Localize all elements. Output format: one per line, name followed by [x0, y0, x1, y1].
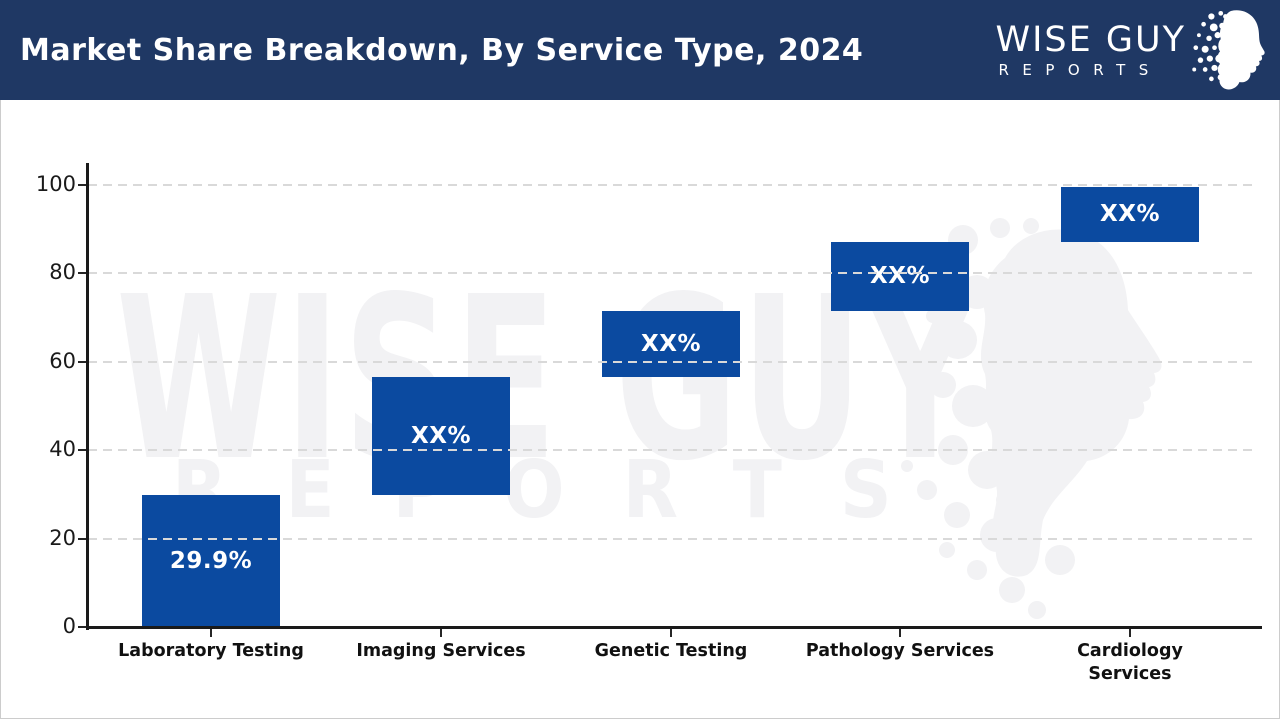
watermark-subtitle: REPORTS	[172, 443, 950, 536]
y-tick	[78, 626, 86, 628]
gridline-100	[88, 184, 1253, 186]
bar-segment-2: XX%	[372, 376, 510, 495]
y-tick-label-60: 60	[49, 348, 76, 373]
category-label-1: Laboratory Testing	[118, 641, 304, 661]
bar-value-label: XX%	[1099, 201, 1160, 228]
bar-segment-4: XX%	[831, 242, 969, 311]
y-tick-label-80: 80	[49, 260, 76, 285]
logo-head-icon	[1192, 10, 1265, 90]
x-tick	[210, 629, 212, 637]
category-label-4: Pathology Services	[805, 641, 995, 661]
y-tick	[78, 537, 86, 540]
y-axis	[86, 163, 89, 630]
header-banner: Market Share Breakdown, By Service Type,…	[0, 0, 1280, 100]
category-label-3: Genetic Testing	[594, 641, 748, 661]
bar-segment-3: XX%	[602, 310, 740, 377]
page-title: Market Share Breakdown, By Service Type,…	[20, 32, 864, 68]
x-tick	[899, 629, 901, 637]
wise-guy-logo: WISE GUY REPORTS	[995, 6, 1266, 94]
logo-subtitle: REPORTS	[998, 60, 1162, 79]
x-tick	[1129, 629, 1131, 637]
gridline-40	[88, 449, 1253, 452]
bar-value-label: XX%	[410, 422, 471, 449]
y-tick	[78, 449, 86, 452]
logo-text: WISE GUY REPORTS	[995, 19, 1186, 79]
gridline-60	[88, 360, 1253, 363]
gridline-20	[88, 537, 1253, 540]
x-tick	[440, 629, 442, 637]
logo-wordmark: WISE GUY	[995, 19, 1186, 60]
y-tick	[78, 360, 86, 363]
bar-segment-5: XX%	[1061, 186, 1199, 243]
x-tick	[670, 629, 672, 637]
bar-segment-1: 29.9%	[142, 494, 280, 627]
y-tick-label-100: 100	[35, 172, 76, 196]
y-tick-label-0: 0	[62, 614, 76, 638]
bar-value-label: 29.9%	[169, 547, 253, 574]
y-tick	[78, 184, 86, 186]
y-tick-label-20: 20	[49, 525, 76, 550]
y-tick	[78, 272, 86, 275]
x-axis	[86, 626, 1262, 629]
bar-value-label: XX%	[869, 263, 930, 290]
bar-value-label: XX%	[640, 330, 701, 357]
gridline-80	[88, 272, 1253, 275]
category-label-5: Cardiology Services	[1077, 641, 1183, 685]
category-label-2: Imaging Services	[356, 641, 526, 661]
y-tick-label-40: 40	[49, 437, 76, 462]
